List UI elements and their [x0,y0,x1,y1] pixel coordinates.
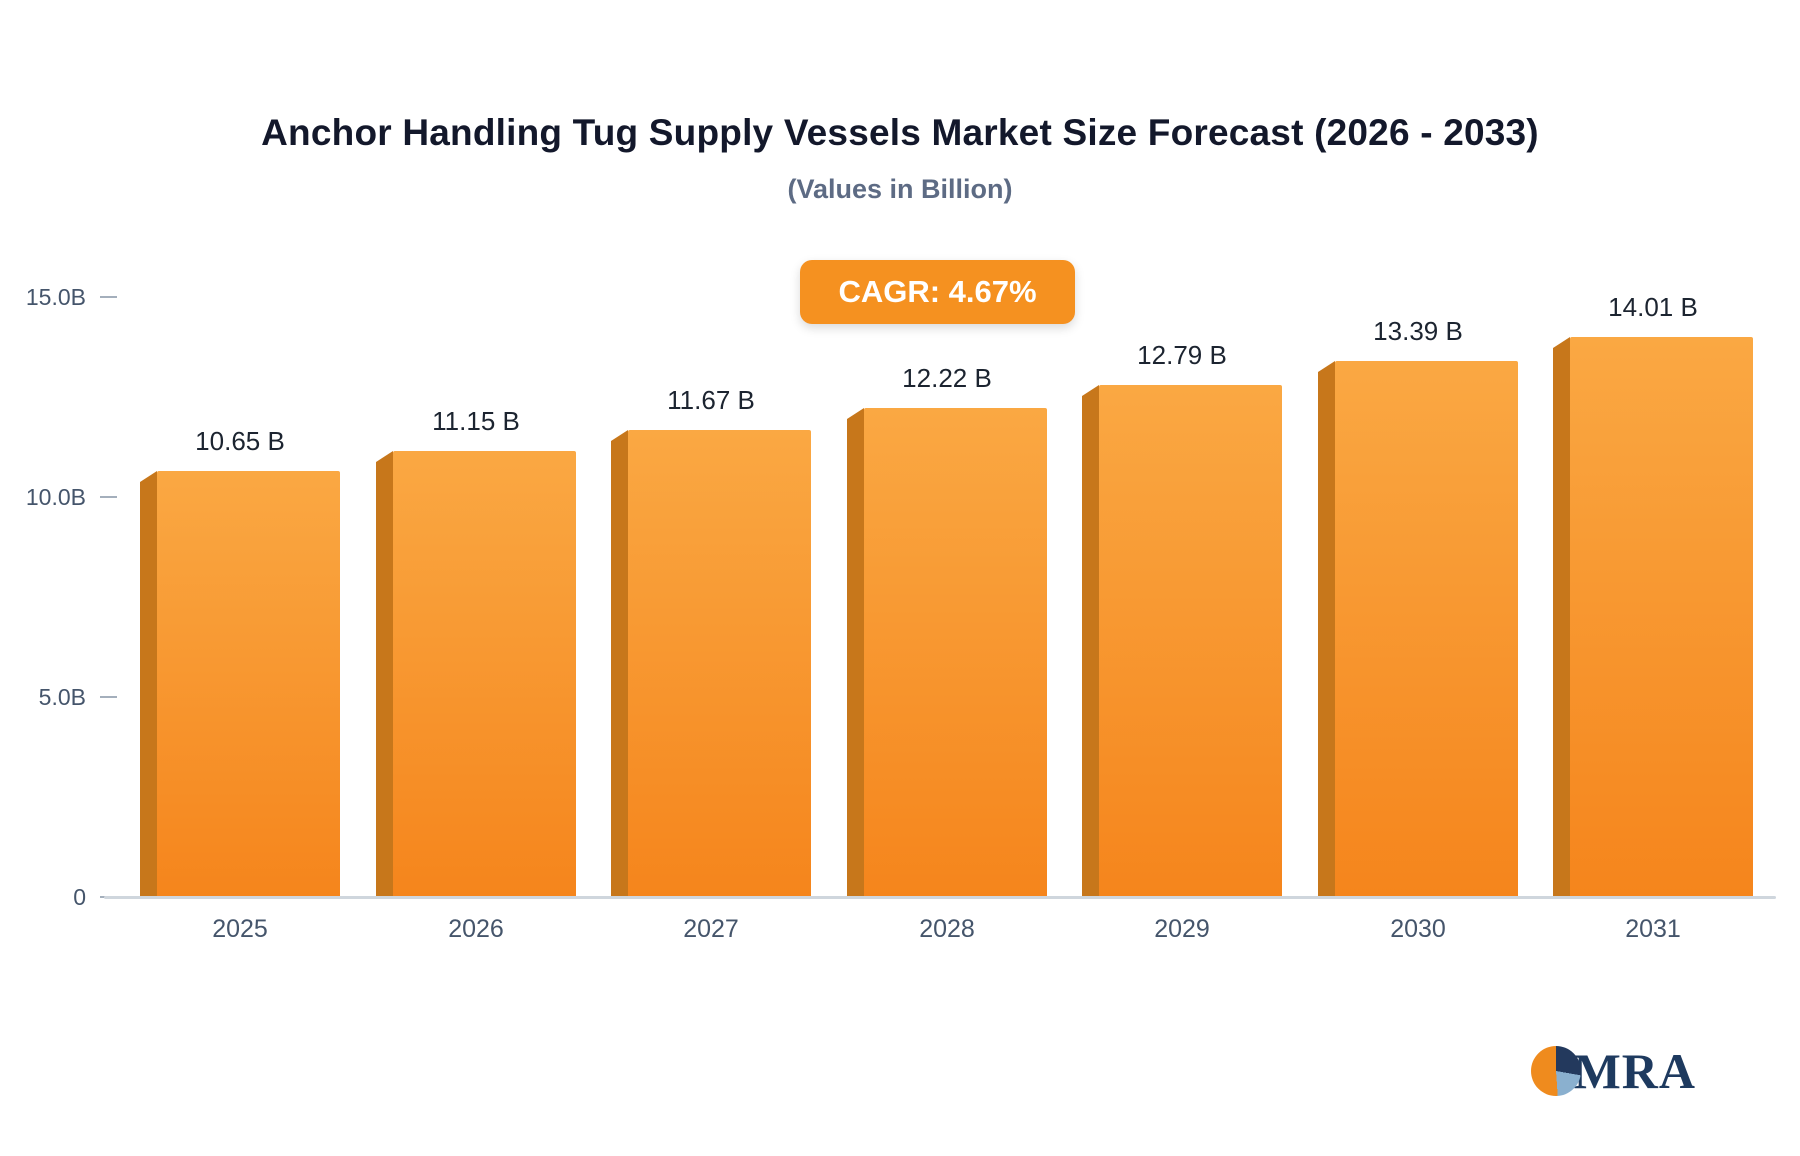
bar-value-label: 12.79 B [1137,340,1227,370]
y-axis-tick-mark [100,496,117,498]
bar-group: 11.15 B [358,297,594,897]
bar-front-face [157,471,340,897]
bar-group: 10.65 B [122,297,358,897]
bar [1318,361,1518,897]
bar-value-label: 12.22 B [902,363,992,393]
bar-3d-side [140,471,157,897]
bar [376,451,576,897]
x-axis-label: 2029 [1154,915,1210,943]
bar-group: 12.79 B [1064,297,1300,897]
bar [1553,337,1753,897]
y-axis-tick-label: 10.0B [25,484,86,510]
x-axis-label: 2028 [919,915,975,943]
x-axis-line [104,896,1776,899]
logo-pie-icon [1530,1046,1581,1096]
bar [611,430,811,897]
cagr-badge: CAGR: 4.67% [800,260,1075,324]
bar-front-face [864,408,1047,897]
x-axis-label: 2027 [683,915,739,943]
logo: MRA [1530,1043,1696,1099]
y-axis-tick-label: 15.0B [25,284,86,310]
bar-3d-side [1318,361,1335,897]
bar-group: 14.01 B [1535,292,1771,897]
bar-front-face [1099,385,1282,897]
y-axis-tick-mark [100,696,117,698]
bar-value-label: 14.01 B [1608,292,1698,322]
bar-3d-side [1553,337,1570,897]
x-axis-label: 2030 [1390,915,1446,943]
bar-front-face [1570,337,1753,897]
y-axis-tick-label: 0 [73,884,86,910]
plot-area: 10.65 B 11.15 B 11.67 B 12.22 B 12.79 B 13.39… [122,292,1771,897]
x-axis-label: 2025 [212,915,268,943]
bar [847,408,1047,897]
bar-value-label: 11.67 B [667,385,755,415]
bar-value-label: 11.15 B [432,406,520,436]
bar-group: 12.22 B [829,297,1065,897]
bar-3d-side [847,408,864,897]
x-axis-label: 2031 [1625,915,1681,943]
bar [1082,385,1282,897]
chart-title: Anchor Handling Tug Supply Vessels Marke… [261,112,1539,153]
bar-value-label: 13.39 B [1373,316,1463,346]
y-axis-tick-mark [100,296,117,298]
bar-front-face [1335,361,1518,897]
bar-front-face [628,430,811,897]
logo-text: MRA [1573,1043,1696,1099]
bar [140,471,340,897]
bar-group: 11.67 B [593,297,829,897]
y-axis-tick-label: 5.0B [38,684,86,710]
bar-group: 13.39 B [1300,297,1536,897]
bar-value-label: 10.65 B [195,426,285,456]
chart-subtitle: (Values in Billion) [787,174,1013,204]
bar-front-face [393,451,576,897]
bar-3d-side [376,451,393,897]
x-axis-label: 2026 [448,915,504,943]
bar-3d-side [611,430,628,897]
bar-3d-side [1082,385,1099,897]
